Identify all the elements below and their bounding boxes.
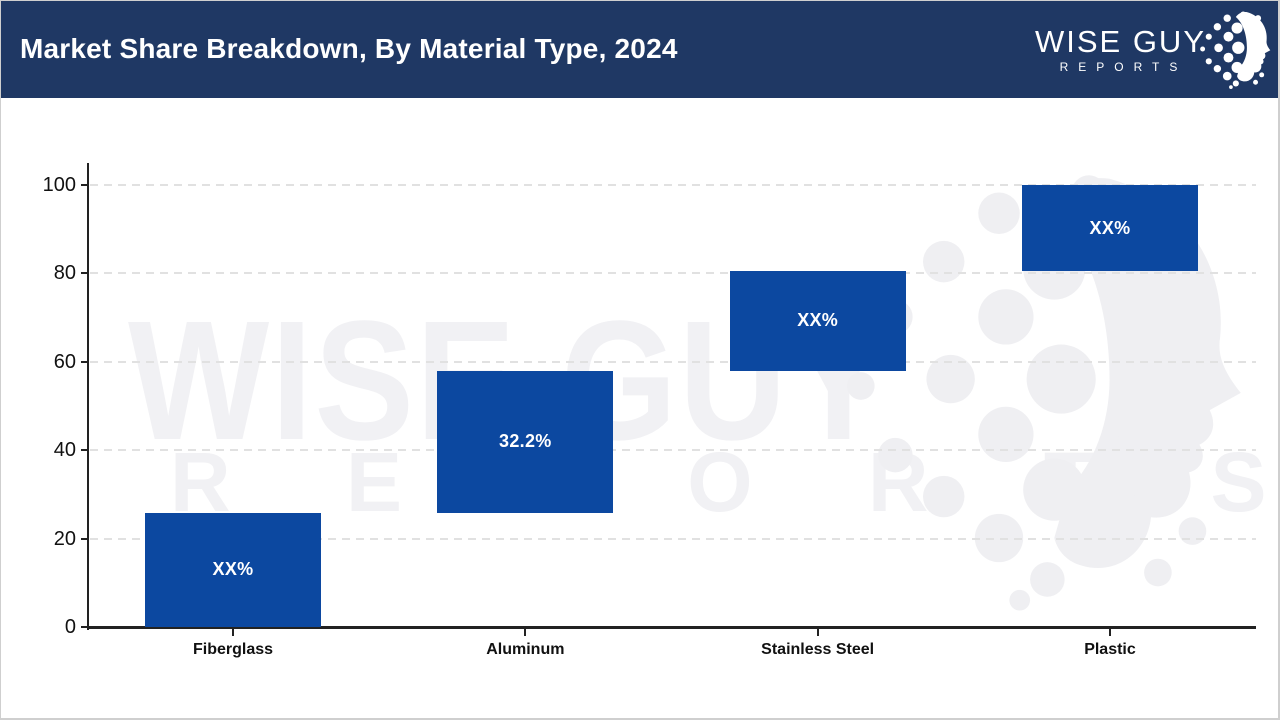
- y-tick-mark-60: [81, 360, 89, 363]
- gridline-y-20: [90, 537, 1256, 540]
- page-title: Market Share Breakdown, By Material Type…: [20, 33, 678, 64]
- bar-value-label: XX%: [1089, 217, 1131, 238]
- y-tick-label-60: 60: [53, 350, 76, 373]
- x-category-label-0: Fiberglass: [192, 641, 274, 658]
- y-tick-label-100: 100: [42, 174, 76, 196]
- x-category-label-1: Aluminum: [486, 641, 565, 658]
- bar-value-label: XX%: [797, 310, 839, 331]
- gridline-y-80: [90, 272, 1256, 275]
- y-tick-mark-100: [81, 184, 89, 186]
- x-axis-line: [87, 626, 1256, 629]
- bar-value-label: XX%: [212, 559, 254, 580]
- bar-plastic: XX%: [1021, 185, 1198, 272]
- x-tick-mark-2: [816, 629, 819, 636]
- logo-text: WISE GUY REPORTS: [1035, 26, 1206, 73]
- x-tick-mark-0: [232, 629, 234, 636]
- y-axis-line: [87, 163, 89, 630]
- y-tick-label-80: 80: [53, 262, 76, 285]
- x-tick-mark-3: [1108, 629, 1111, 636]
- wise-guy-reports-logo: WISE GUY REPORTS: [1035, 8, 1280, 90]
- bar-value-label: 32.2%: [499, 431, 552, 452]
- y-tick-mark-40: [81, 449, 89, 452]
- logo-subtitle: REPORTS: [1059, 59, 1188, 74]
- x-category-label-3: Plastic: [1084, 641, 1136, 658]
- bar-fiberglass: XX%: [145, 512, 321, 627]
- gridline-y-60: [90, 360, 1256, 363]
- bar-stainless-steel: XX%: [729, 271, 906, 371]
- y-tick-mark-0: [81, 626, 89, 628]
- y-tick-label-40: 40: [53, 439, 76, 462]
- report-header: Market Share Breakdown, By Material Type…: [0, 0, 1280, 98]
- face-profile-logo-icon: [1194, 8, 1274, 90]
- y-tick-mark-80: [81, 272, 89, 275]
- y-tick-label-0: 0: [64, 616, 76, 638]
- bar-aluminum: 32.2%: [437, 370, 614, 513]
- x-category-label-2: Stainless Steel: [761, 641, 875, 658]
- y-tick-label-20: 20: [53, 527, 76, 550]
- gridline-y-100: [90, 184, 1256, 186]
- x-tick-mark-1: [524, 629, 527, 636]
- gridline-y-40: [90, 449, 1256, 452]
- y-tick-mark-20: [81, 537, 89, 540]
- logo-wordmark: WISE GUY: [1034, 23, 1206, 59]
